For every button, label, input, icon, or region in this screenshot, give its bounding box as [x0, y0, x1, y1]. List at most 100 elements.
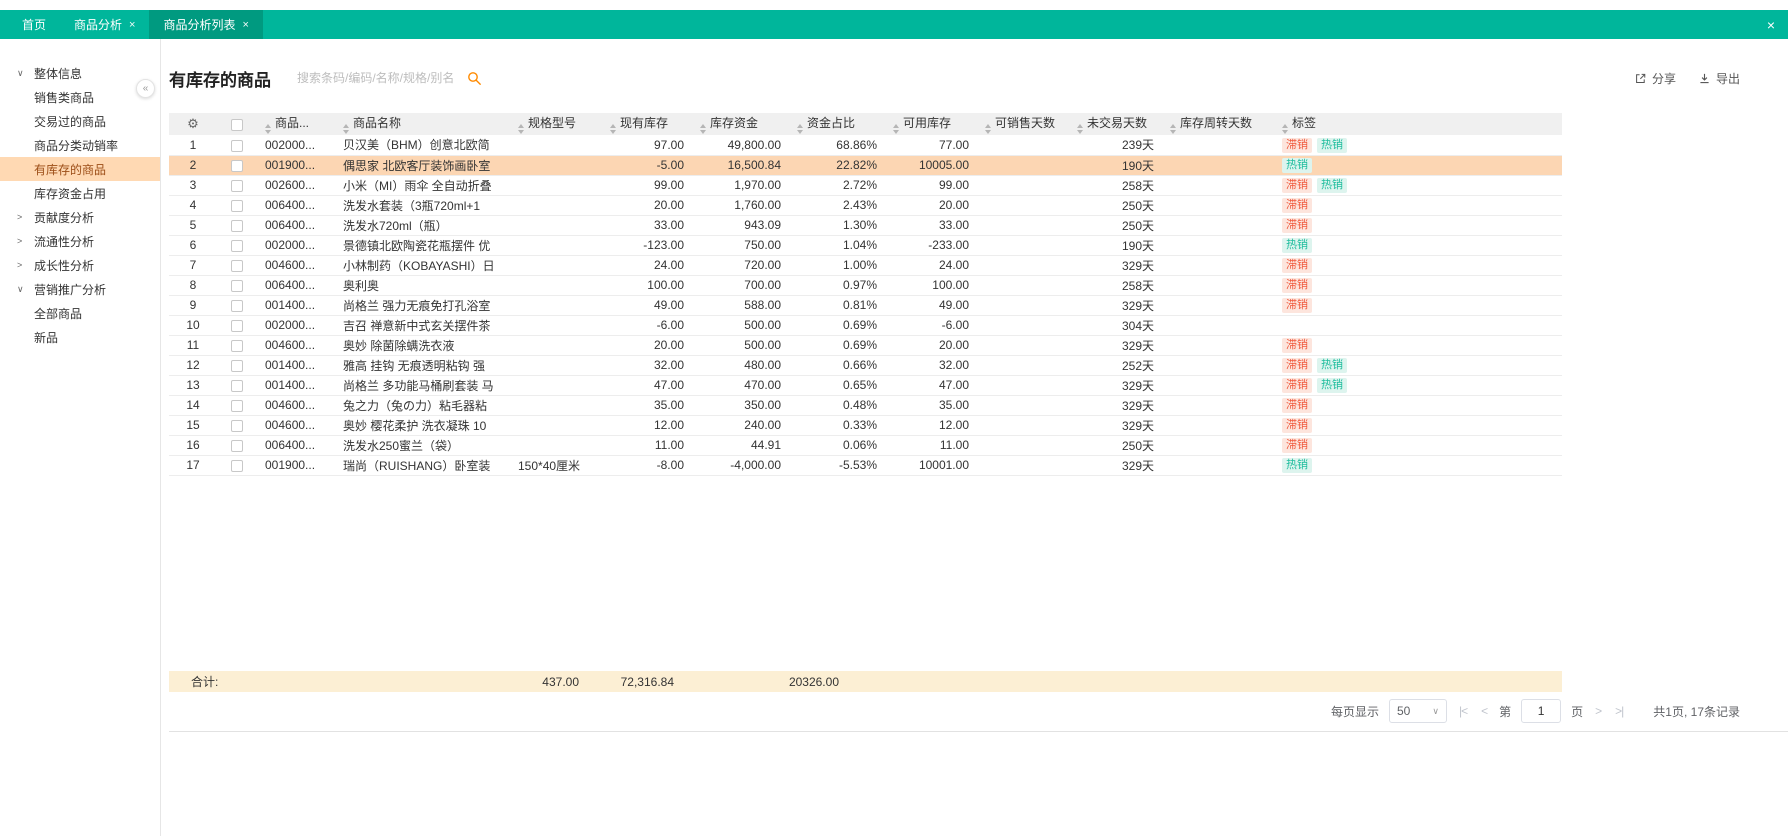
table-row[interactable]: 5 006400... 洗发水720ml（瓶） 33.00 943.09 1.30% 33.…	[169, 215, 1562, 236]
sidebar-item-交易过的商品[interactable]: 交易过的商品	[34, 114, 107, 129]
search-icon[interactable]	[467, 71, 482, 86]
row-checkbox[interactable]	[231, 359, 243, 372]
first-page-button[interactable]: |<	[1458, 704, 1468, 718]
table-row[interactable]: 14 004600... 兔之力（兔の力）粘毛器粘 35.00 350.00 0.48% 3…	[169, 395, 1562, 416]
close-all-tabs-icon[interactable]: ×	[1766, 16, 1775, 33]
row-checkbox[interactable]	[231, 179, 243, 192]
row-checkbox[interactable]	[231, 159, 243, 172]
sort-icon	[1077, 124, 1083, 134]
table-row[interactable]: 13 001400... 尚格兰 多功能马桶刷套装 马 47.00 470.00 0.65…	[169, 375, 1562, 396]
export-button[interactable]: 导出	[1698, 70, 1740, 87]
cell-stock: 12.00	[602, 415, 692, 436]
record-count-text: 共1页, 17条记录	[1653, 704, 1740, 719]
gear-icon: ⚙	[187, 116, 199, 131]
column-header-spec[interactable]: 规格型号	[510, 113, 602, 135]
next-page-button[interactable]: >	[1595, 704, 1602, 718]
column-header-fund[interactable]: 库存资金	[692, 113, 789, 135]
row-checkbox[interactable]	[231, 259, 243, 272]
row-checkbox[interactable]	[231, 319, 243, 332]
sidebar-group-成长性分析[interactable]: > 成长性分析	[0, 253, 160, 277]
tab-首页[interactable]: 首页	[8, 10, 60, 39]
cell-no-trade-days: 250天	[1069, 195, 1162, 216]
table-row[interactable]: 6 002000... 景德镇北欧陶瓷花瓶摆件 优 -123.00 750.00 1.04…	[169, 235, 1562, 256]
cell-turnover-days	[1162, 395, 1274, 416]
page-title: 有库存的商品	[169, 70, 271, 90]
cell-no-trade-days: 329天	[1069, 375, 1162, 396]
sidebar-group-label: 贡献度分析	[34, 210, 95, 225]
sort-icon	[1170, 124, 1176, 134]
cell-code: 006400...	[257, 195, 335, 216]
cell-spec	[510, 195, 602, 216]
sidebar-collapse-button[interactable]: «	[136, 79, 155, 98]
table-row[interactable]: 16 006400... 洗发水250蜜兰（袋） 11.00 44.91 0.06% 11.…	[169, 435, 1562, 456]
row-checkbox[interactable]	[231, 139, 243, 152]
tag-badge: 热销	[1282, 458, 1312, 473]
row-checkbox[interactable]	[231, 219, 243, 232]
sidebar-group-营销推广分析[interactable]: ∨ 营销推广分析	[0, 277, 160, 301]
column-header-sellable-days[interactable]: 可销售天数	[977, 113, 1069, 135]
column-header-tags[interactable]: 标签	[1274, 113, 1562, 135]
row-checkbox[interactable]	[231, 299, 243, 312]
table-row[interactable]: 15 004600... 奥妙 樱花柔护 洗衣凝珠 10 12.00 240.00 0.3…	[169, 415, 1562, 436]
row-checkbox[interactable]	[231, 399, 243, 412]
tab-close-icon[interactable]: ×	[129, 18, 136, 31]
column-header-turnover-days[interactable]: 库存周转天数	[1162, 113, 1274, 135]
column-settings-button[interactable]: ⚙	[169, 113, 217, 135]
sidebar-group-贡献度分析[interactable]: > 贡献度分析	[0, 205, 160, 229]
sidebar-group-流通性分析[interactable]: > 流通性分析	[0, 229, 160, 253]
column-header-stock[interactable]: 现有库存	[602, 113, 692, 135]
table-row[interactable]: 4 006400... 洗发水套装（3瓶720ml+1 20.00 1,760.00 2.…	[169, 195, 1562, 216]
table-row[interactable]: 2 001900... 偶思家 北欧客厅装饰画卧室 -5.00 16,500.84 22.…	[169, 155, 1562, 176]
row-number: 4	[169, 195, 217, 216]
table-row[interactable]: 7 004600... 小林制药（KOBAYASHI）日 24.00 720.00 1.0…	[169, 255, 1562, 276]
row-number: 2	[169, 155, 217, 176]
table-row[interactable]: 11 004600... 奥妙 除菌除螨洗衣液 20.00 500.00 0.69% 20.…	[169, 335, 1562, 356]
tab-close-icon[interactable]: ×	[242, 18, 249, 31]
sidebar-item-销售类商品[interactable]: 销售类商品	[34, 90, 95, 105]
row-checkbox[interactable]	[231, 239, 243, 252]
column-header-no-trade-days[interactable]: 未交易天数	[1069, 113, 1162, 135]
chevron-down-icon: ∨	[1432, 705, 1439, 716]
column-header-available[interactable]: 可用库存	[885, 113, 977, 135]
cell-ratio: 68.86%	[789, 135, 885, 156]
search-input[interactable]	[297, 71, 457, 85]
tab-商品分析列表[interactable]: 商品分析列表 ×	[149, 10, 263, 39]
table-row[interactable]: 3 002600... 小米（MI）雨伞 全自动折叠 99.00 1,970.00 2.7…	[169, 175, 1562, 196]
column-header-name[interactable]: 商品名称	[335, 113, 510, 135]
sidebar-item-新品[interactable]: 新品	[34, 330, 59, 345]
row-checkbox-cell	[217, 355, 257, 376]
row-number: 3	[169, 175, 217, 196]
row-checkbox[interactable]	[231, 379, 243, 392]
row-checkbox[interactable]	[231, 279, 243, 292]
table-row[interactable]: 12 001400... 雅高 挂钩 无痕透明粘钩 强 32.00 480.00 0.66…	[169, 355, 1562, 376]
select-all-checkbox[interactable]	[217, 113, 257, 135]
sidebar-item-全部商品[interactable]: 全部商品	[34, 306, 83, 321]
last-page-button[interactable]: >|	[1615, 704, 1624, 718]
table-row[interactable]: 1 002000... 贝汉美（BHM）创意北欧简 97.00 49,800.00 68.…	[169, 135, 1562, 156]
cell-spec	[510, 215, 602, 236]
share-button[interactable]: 分享	[1634, 70, 1676, 87]
row-checkbox[interactable]	[231, 439, 243, 452]
sidebar-item-有库存的商品[interactable]: 有库存的商品	[0, 157, 160, 181]
table-row[interactable]: 8 006400... 奥利奥 100.00 700.00 0.97% 100.00 258天…	[169, 275, 1562, 296]
table-row[interactable]: 10 002000... 吉召 禅意新中式玄关摆件茶 -6.00 500.00 0.69%…	[169, 315, 1562, 336]
row-checkbox[interactable]	[231, 459, 243, 472]
page-size-select[interactable]: 50 ∨	[1388, 699, 1447, 723]
sort-icon	[1282, 124, 1288, 134]
row-checkbox[interactable]	[231, 419, 243, 432]
row-checkbox-cell	[217, 275, 257, 296]
table-row[interactable]: 17 001900... 瑞尚（RUISHANG）卧室装 150*40厘米 -8.00-…	[169, 455, 1562, 476]
sidebar-item-商品分类动销率[interactable]: 商品分类动销率	[34, 138, 119, 153]
row-checkbox[interactable]	[231, 339, 243, 352]
sidebar-group-整体信息[interactable]: ∨ 整体信息	[0, 61, 160, 85]
prev-page-button[interactable]: <	[1481, 704, 1488, 718]
row-checkbox[interactable]	[231, 199, 243, 212]
table-row[interactable]: 9 001400... 尚格兰 强力无痕免打孔浴室 49.00 588.00 0.81% 4…	[169, 295, 1562, 316]
product-table: ⚙ 商品... 商品名称 规格型号 现有库存 库存资金 资金占比 可用库存 可销…	[169, 113, 1562, 476]
sidebar-item-库存资金占用[interactable]: 库存资金占用	[34, 186, 107, 201]
column-header-code[interactable]: 商品...	[257, 113, 335, 135]
column-header-ratio[interactable]: 资金占比	[789, 113, 885, 135]
cell-name: 瑞尚（RUISHANG）卧室装	[335, 455, 510, 476]
tab-商品分析[interactable]: 商品分析 ×	[60, 10, 149, 39]
page-number-input[interactable]	[1521, 699, 1562, 723]
